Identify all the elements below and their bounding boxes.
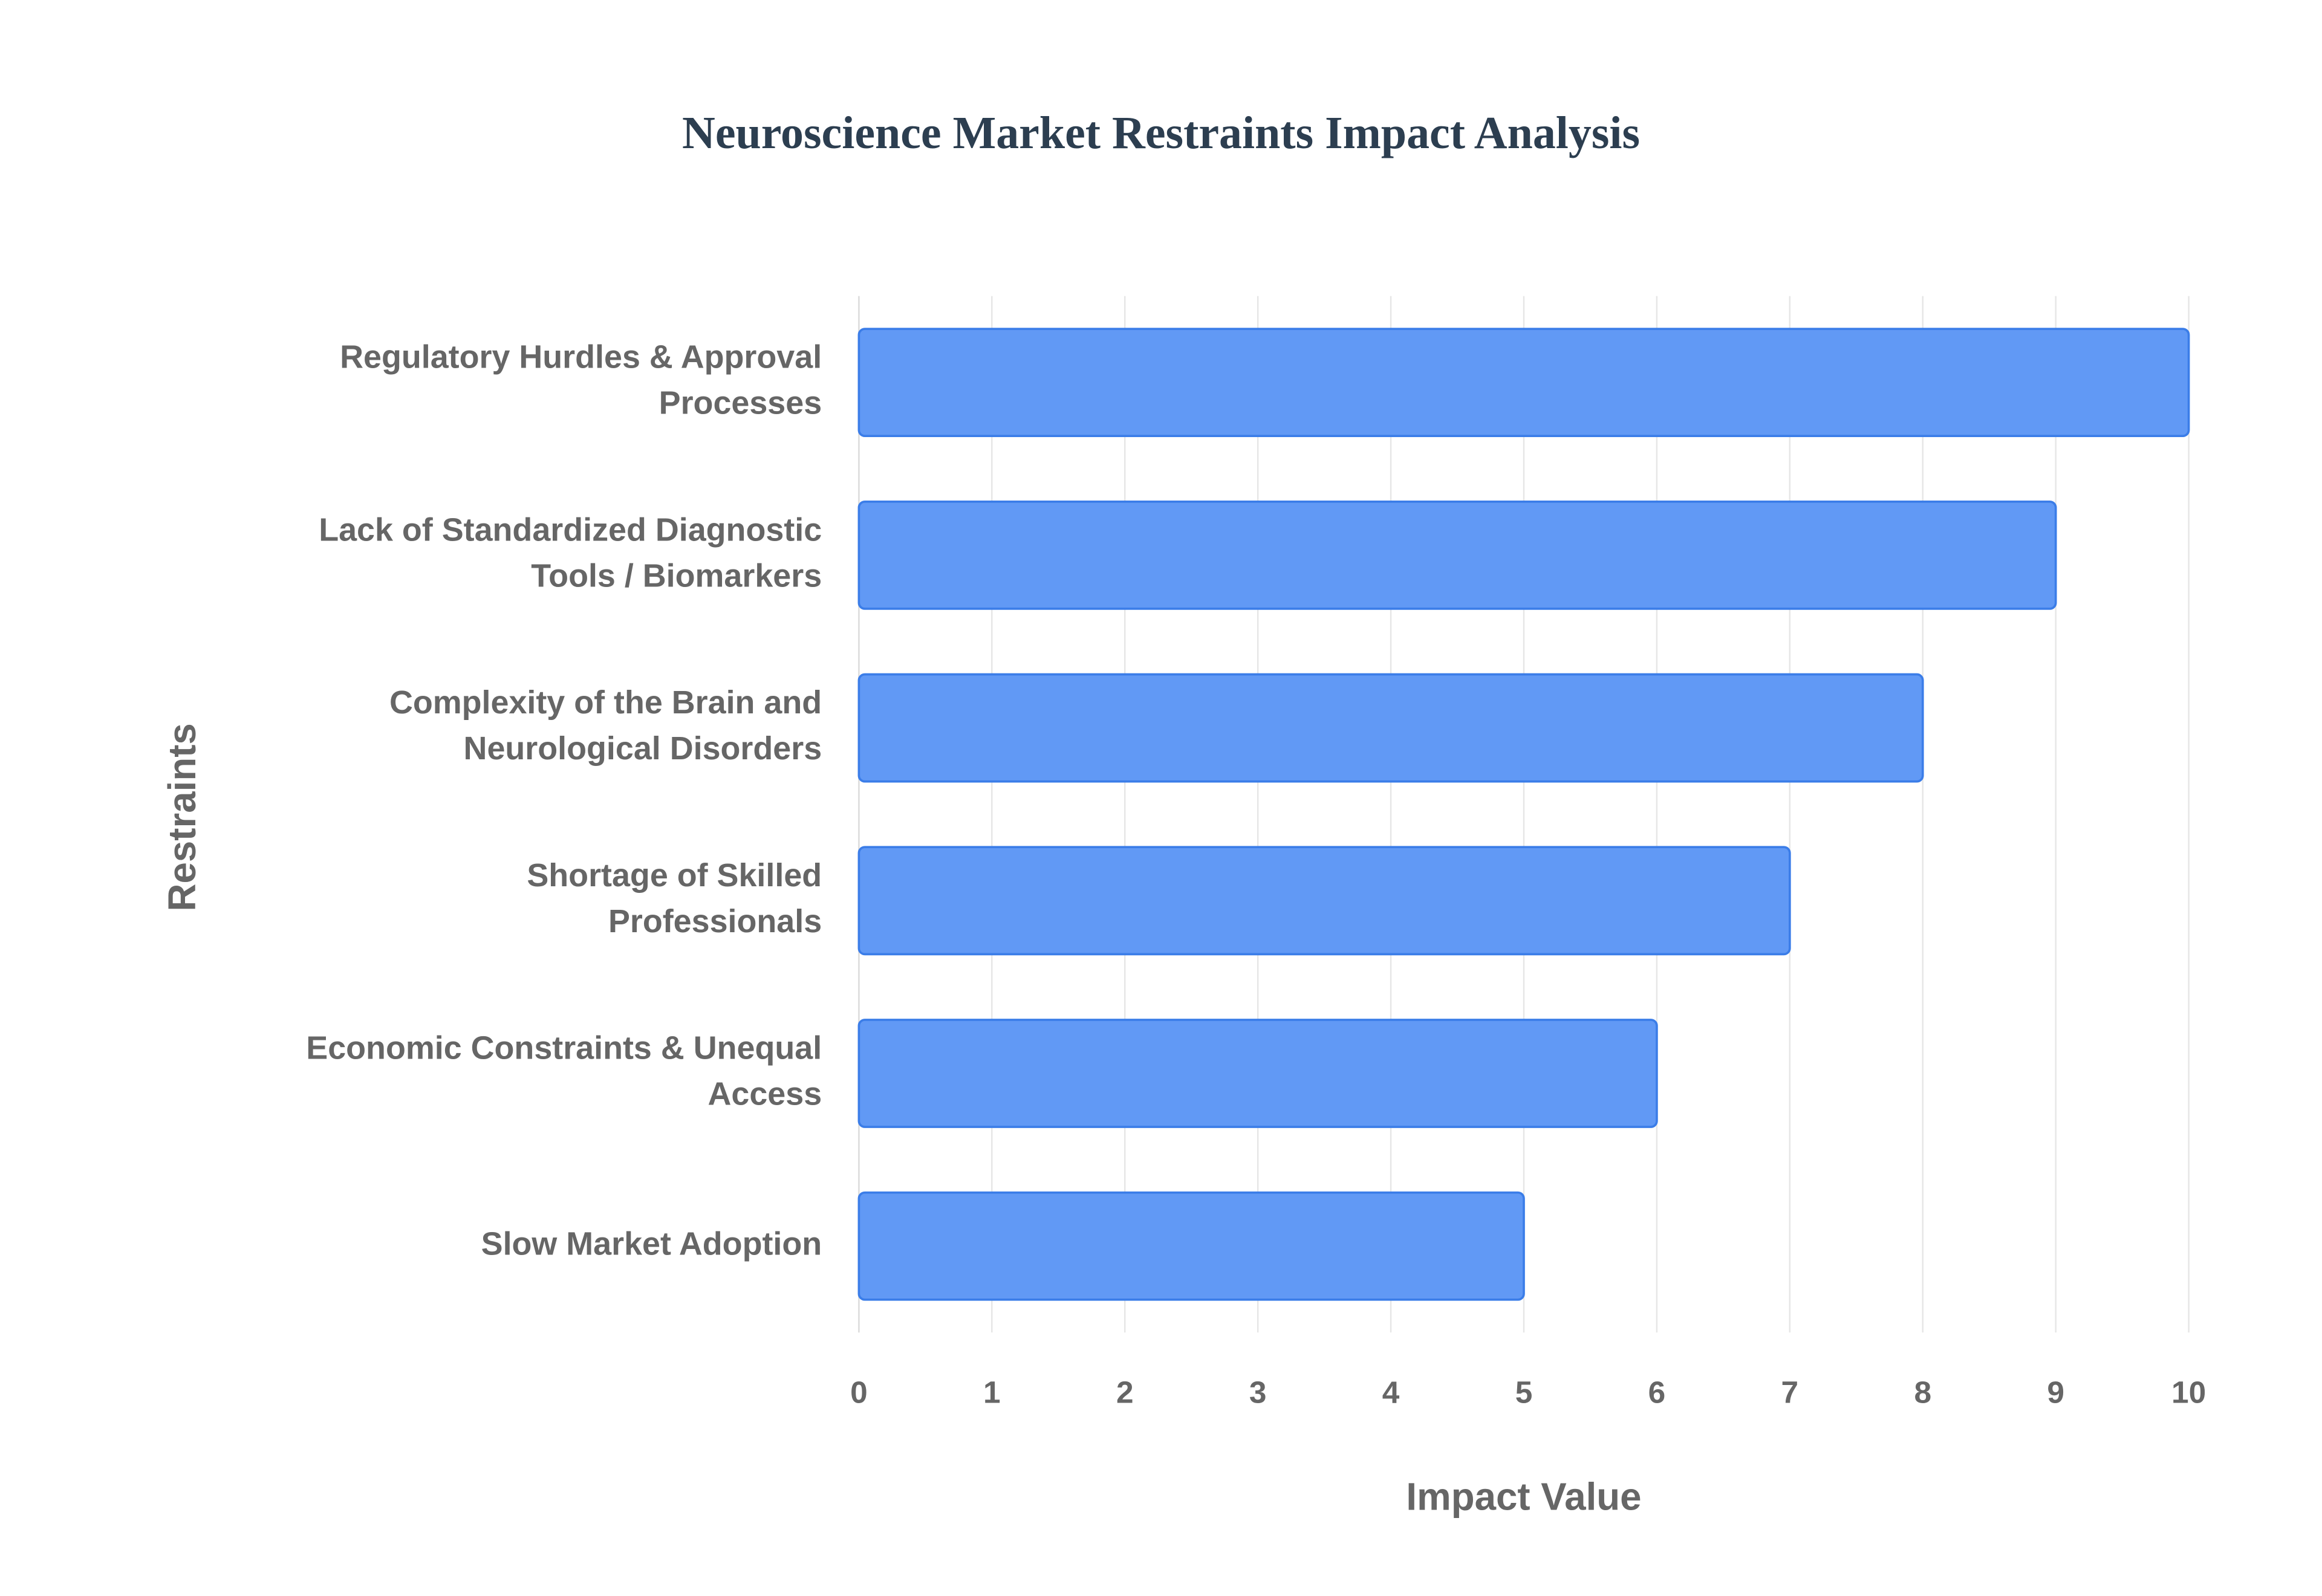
x-tick-label: 1 <box>983 1375 1001 1410</box>
x-tick-label: 9 <box>2047 1375 2064 1410</box>
x-tick-label: 5 <box>1515 1375 1533 1410</box>
y-tick-label: Regulatory Hurdles & Approval Processes <box>340 339 822 421</box>
x-tick-label: 3 <box>1249 1375 1267 1410</box>
x-tick-label: 4 <box>1382 1375 1400 1410</box>
bar <box>857 1191 1525 1301</box>
x-tick-label: 2 <box>1116 1375 1134 1410</box>
bar <box>857 1019 1658 1128</box>
bar <box>857 500 2057 610</box>
bar <box>857 328 2190 438</box>
y-tick-label: Slow Market Adoption <box>481 1225 822 1262</box>
x-tick-label: 8 <box>1914 1375 1931 1410</box>
y-tick-label: Shortage of Skilled Professionals <box>527 857 822 939</box>
x-tick-label: 0 <box>850 1375 868 1410</box>
x-tick-label: 7 <box>1781 1375 1799 1410</box>
bar <box>857 846 1791 956</box>
y-tick-label: Complexity of the Brain and Neurological … <box>389 684 822 767</box>
y-tick-label: Lack of Standardized Diagnostic Tools / B… <box>319 512 822 594</box>
x-tick-label: 10 <box>2171 1375 2206 1410</box>
bar <box>857 673 1924 783</box>
x-tick-label: 6 <box>1648 1375 1666 1410</box>
y-axis-title: Restraints <box>161 723 204 911</box>
chart-title: Neuroscience Market Restraints Impact An… <box>682 108 1640 158</box>
y-tick-label: Economic Constraints & Unequal Access <box>306 1030 822 1112</box>
x-axis-title: Impact Value <box>1406 1476 1641 1519</box>
